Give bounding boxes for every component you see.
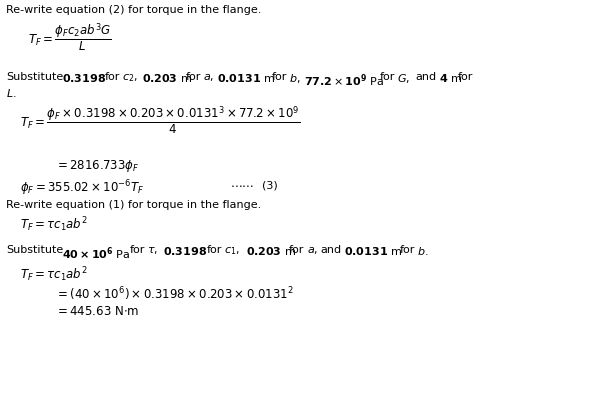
Text: $\mathbf{0.203}$ m: $\mathbf{0.203}$ m: [246, 245, 296, 257]
Text: $T_F = \tau c_1 ab^2$: $T_F = \tau c_1 ab^2$: [20, 265, 88, 284]
Text: $T_F = \dfrac{\phi_F c_2 ab^3 G}{L}$: $T_F = \dfrac{\phi_F c_2 ab^3 G}{L}$: [28, 22, 112, 54]
Text: $T_F = \tau c_1 ab^2$: $T_F = \tau c_1 ab^2$: [20, 215, 88, 234]
Text: $\mathbf{0.0131}$ m: $\mathbf{0.0131}$ m: [344, 245, 403, 257]
Text: $= 445.63\ \mathrm{N{\cdot}m}$: $= 445.63\ \mathrm{N{\cdot}m}$: [55, 305, 140, 318]
Text: $\mathbf{0.3198}$: $\mathbf{0.3198}$: [163, 245, 207, 257]
Text: (3): (3): [262, 180, 278, 190]
Text: for: for: [458, 72, 473, 82]
Text: $= 2816.733\phi_F$: $= 2816.733\phi_F$: [55, 158, 139, 174]
Text: $c_2,$: $c_2,$: [122, 72, 138, 84]
Text: $\mathbf{0.203}$ m: $\mathbf{0.203}$ m: [142, 72, 192, 84]
Text: for: for: [289, 245, 304, 255]
Text: $\mathbf{0.0131}$ m: $\mathbf{0.0131}$ m: [217, 72, 275, 84]
Text: $\mathbf{40 \times 10^6}$ Pa: $\mathbf{40 \times 10^6}$ Pa: [62, 245, 130, 261]
Text: Substitute: Substitute: [6, 72, 63, 82]
Text: $= (40 \times 10^6) \times 0.3198 \times 0.203 \times 0.0131^2$: $= (40 \times 10^6) \times 0.3198 \times…: [55, 285, 294, 303]
Text: for: for: [130, 245, 146, 255]
Text: Substitute: Substitute: [6, 245, 63, 255]
Text: $a,$: $a,$: [307, 245, 318, 256]
Text: for: for: [186, 72, 201, 82]
Text: for: for: [105, 72, 121, 82]
Text: for: for: [400, 245, 416, 255]
Text: $\mathbf{4}$ m: $\mathbf{4}$ m: [439, 72, 462, 84]
Text: Re-write equation (1) for torque in the flange.: Re-write equation (1) for torque in the …: [6, 200, 261, 210]
Text: for: for: [272, 72, 288, 82]
Text: $G,$: $G,$: [397, 72, 410, 85]
Text: $b.$: $b.$: [417, 245, 428, 257]
Text: Re-write equation (2) for torque in the flange.: Re-write equation (2) for torque in the …: [6, 5, 261, 15]
Text: and: and: [415, 72, 436, 82]
Text: $\tau,$: $\tau,$: [147, 245, 158, 256]
Text: $T_F = \dfrac{\phi_F \times 0.3198 \times 0.203 \times 0.0131^3 \times 77.2 \tim: $T_F = \dfrac{\phi_F \times 0.3198 \time…: [20, 105, 300, 137]
Text: $c_1,$: $c_1,$: [224, 245, 240, 257]
Text: $\mathbf{77.2}\times\mathbf{10}^\mathbf{9}$ Pa: $\mathbf{77.2}\times\mathbf{10}^\mathbf{…: [304, 72, 384, 88]
Text: $b,$: $b,$: [289, 72, 300, 85]
Text: and: and: [320, 245, 341, 255]
Text: for: for: [207, 245, 222, 255]
Text: $a,$: $a,$: [203, 72, 214, 83]
Text: $L.$: $L.$: [6, 87, 17, 99]
Text: for: for: [380, 72, 395, 82]
Text: $\cdots\cdots$: $\cdots\cdots$: [230, 178, 254, 191]
Text: $\phi_F = 355.02 \times 10^{-6} T_F$: $\phi_F = 355.02 \times 10^{-6} T_F$: [20, 178, 144, 198]
Text: $\mathbf{0.3198}$: $\mathbf{0.3198}$: [62, 72, 106, 84]
